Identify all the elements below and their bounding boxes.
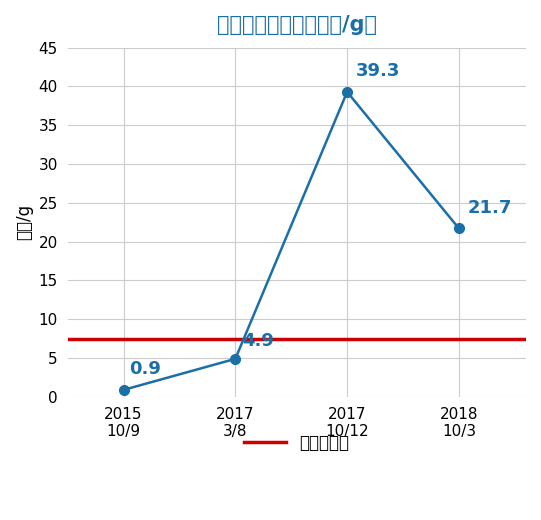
- Text: 21.7: 21.7: [468, 199, 512, 217]
- Text: 39.3: 39.3: [356, 62, 400, 80]
- Legend: 判定基準値: 判定基準値: [237, 427, 356, 458]
- Y-axis label: 億個/g: 億個/g: [15, 204, 33, 240]
- Title: 総細菌数の推移（億個/g）: 総細菌数の推移（億個/g）: [217, 15, 377, 35]
- Text: 0.9: 0.9: [129, 360, 161, 378]
- Text: 4.9: 4.9: [242, 332, 274, 349]
